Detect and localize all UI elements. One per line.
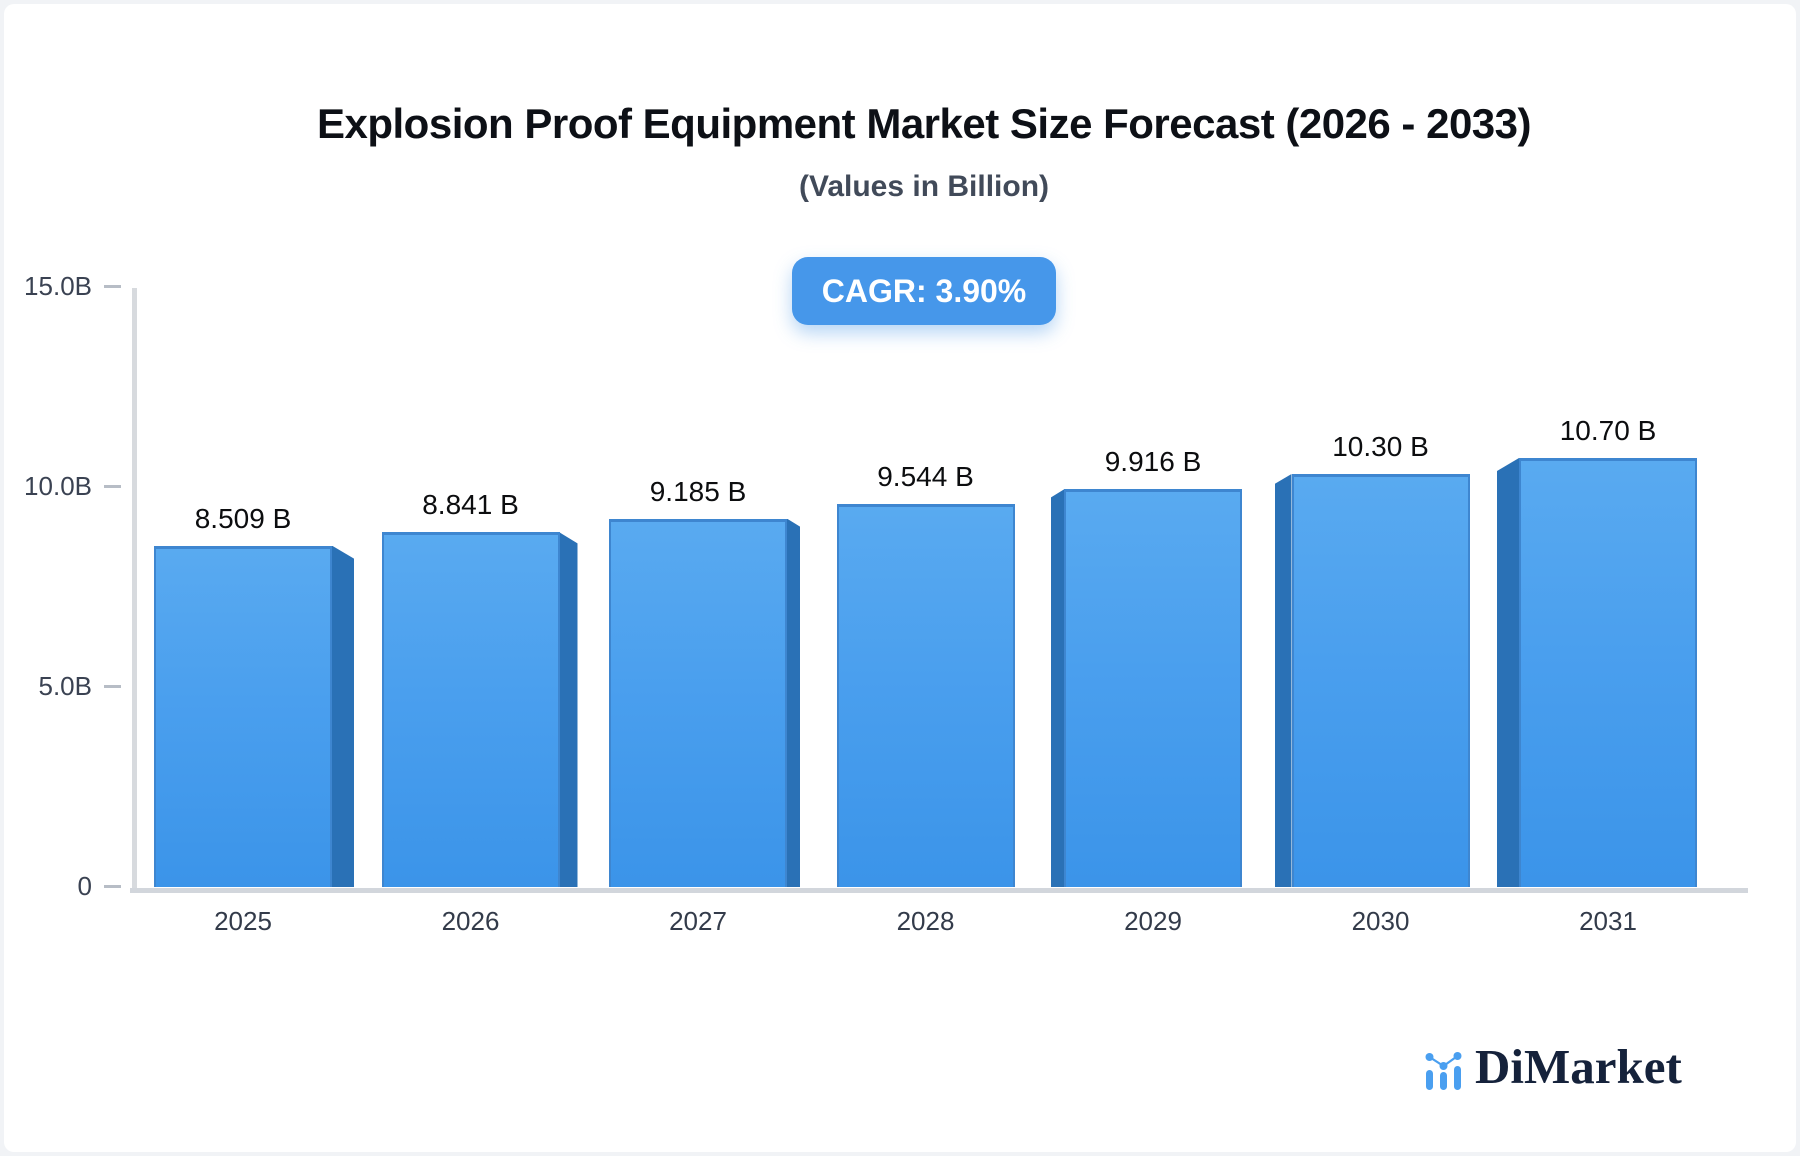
- y-tick-label: 15.0B: [24, 271, 92, 301]
- y-tick-label: 5.0B: [38, 671, 93, 701]
- x-axis-label: 2031: [1579, 906, 1637, 936]
- y-tick-label: 10.0B: [24, 471, 92, 501]
- bar-value-label: 10.30 B: [1332, 431, 1429, 462]
- brand-logo: DiMarket: [1425, 1039, 1682, 1094]
- x-axis-label: 2027: [669, 906, 727, 936]
- x-axis-label: 2026: [441, 906, 500, 936]
- bar-2027[interactable]: [609, 518, 787, 887]
- bar-2030[interactable]: [1291, 474, 1470, 887]
- bar-2026[interactable]: [381, 532, 560, 887]
- bar-2028[interactable]: [836, 504, 1015, 887]
- x-axis-label: 2030: [1351, 906, 1410, 936]
- x-axis-line: [130, 888, 1748, 893]
- y-tick-mark: [104, 884, 121, 888]
- brand-chart-icon: [1425, 1052, 1462, 1090]
- bar-value-label: 8.841 B: [422, 489, 519, 521]
- bar-value-label: 9.916 B: [1104, 446, 1202, 478]
- bar-2031[interactable]: [1519, 458, 1697, 887]
- y-tick-label: 0: [77, 871, 92, 901]
- x-axis-label: 2029: [1124, 906, 1182, 936]
- bar-2027-side: [787, 518, 800, 887]
- y-tick-mark: [104, 284, 121, 288]
- bar-2030-side: [1274, 474, 1292, 887]
- bar-2026-side: [559, 532, 578, 887]
- y-tick-mark: [104, 484, 121, 488]
- bar-2029-side: [1051, 489, 1064, 887]
- y-tick-mark: [104, 684, 121, 688]
- x-axis-label: 2025: [214, 906, 272, 936]
- bar-2031-side: [1497, 458, 1519, 887]
- bar-2025[interactable]: [154, 545, 332, 887]
- bar-value-label: 8.509 B: [194, 502, 292, 534]
- bar-2029[interactable]: [1064, 489, 1242, 887]
- brand-logo-text: DiMarket: [1475, 1039, 1682, 1094]
- bar-value-label: 10.70 B: [1559, 415, 1657, 446]
- bar-value-label: 9.544 B: [877, 461, 974, 493]
- chart-title: Explosion Proof Equipment Market Size Fo…: [316, 100, 1532, 147]
- x-axis-label: 2028: [896, 906, 955, 936]
- cagr-badge-row: CAGR: 3.90%: [4, 257, 1800, 325]
- y-axis-line: [132, 288, 137, 892]
- bar-2025-side: [332, 545, 354, 887]
- cagr-badge: CAGR: 3.90%: [791, 257, 1057, 325]
- chart-subtitle: (Values in Billion): [798, 170, 1050, 203]
- bar-value-label: 9.185 B: [649, 475, 747, 507]
- chart-card: Explosion Proof Equipment Market Size Fo…: [4, 4, 1796, 1152]
